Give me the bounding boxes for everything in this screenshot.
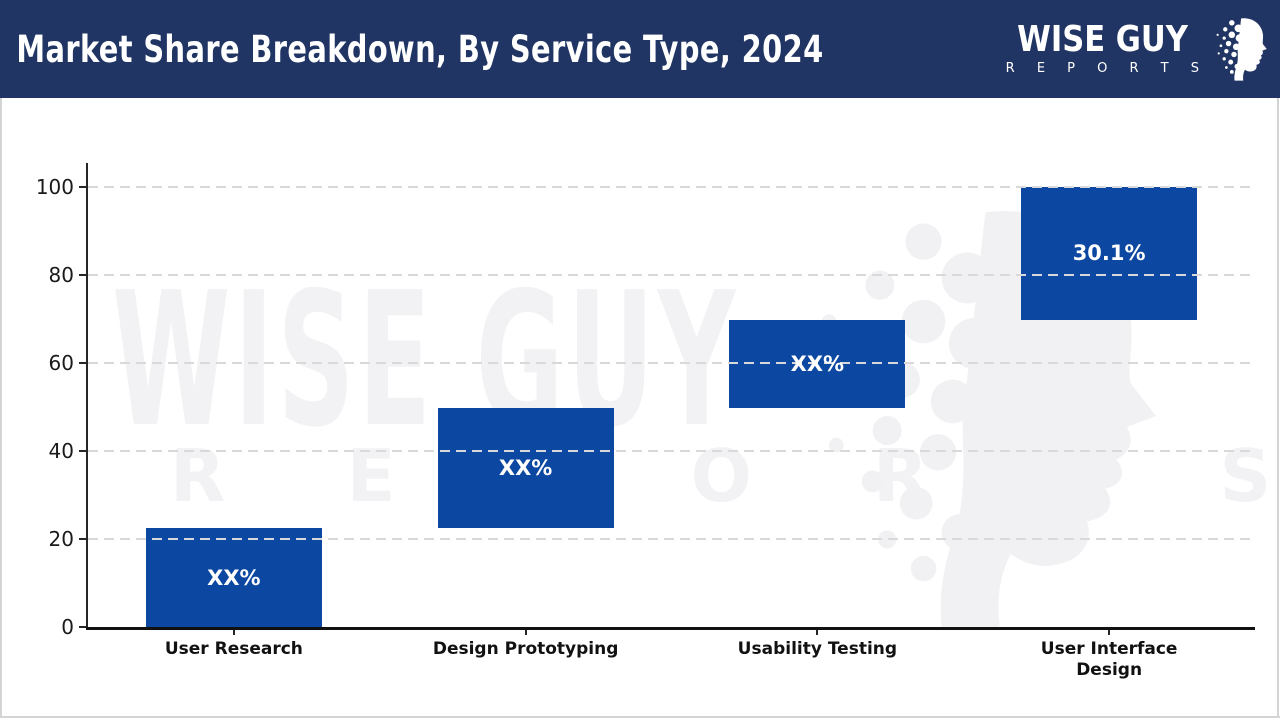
x-axis-spine xyxy=(86,627,1255,630)
bar-user-interface-design xyxy=(1021,187,1198,320)
y-tick-mark-20 xyxy=(79,538,86,541)
x-tick-mark-user-research xyxy=(232,630,235,635)
y-tick-label-20: 20 xyxy=(48,527,74,552)
gridline-40 xyxy=(88,450,1255,453)
logo-name: WISE GUY xyxy=(1016,19,1188,60)
y-tick-label-40: 40 xyxy=(48,439,74,464)
y-tick-label-0: 0 xyxy=(61,615,74,639)
bar-user-research xyxy=(145,528,322,627)
y-axis-spine xyxy=(86,163,88,627)
header-bar: Market Share Breakdown, By Service Type,… xyxy=(0,0,1280,98)
bar-design-prototyping xyxy=(437,407,614,529)
x-axis-category-label-design-prototyping: Design Prototyping xyxy=(432,639,619,659)
x-axis-category-label-user-interface-design: User Interface Design xyxy=(1040,639,1178,680)
x-axis-category-label-user-research: User Research xyxy=(164,639,303,659)
y-tick-label-100: 100 xyxy=(35,175,74,200)
card-border-left xyxy=(0,98,2,718)
y-tick-mark-40 xyxy=(79,450,86,453)
y-tick-mark-60 xyxy=(79,362,86,365)
wise-guy-logo: WISE GUY R E P O R T S xyxy=(997,0,1270,98)
card-border-bottom xyxy=(0,716,1280,718)
x-tick-mark-user-interface-design xyxy=(1108,630,1111,635)
gridline-80 xyxy=(88,274,1255,277)
bar-value-label-user-interface-design: 30.1% xyxy=(1072,241,1146,266)
y-tick-label-80: 80 xyxy=(48,263,74,288)
bar-value-label-design-prototyping: XX% xyxy=(498,455,553,480)
gridline-20 xyxy=(88,538,1255,541)
y-tick-mark-100 xyxy=(79,186,86,189)
gridline-100 xyxy=(88,186,1255,189)
y-tick-mark-80 xyxy=(79,274,86,277)
logo-tagline: R E P O R T S xyxy=(1005,61,1208,76)
y-tick-label-60: 60 xyxy=(48,351,74,376)
logo-text: WISE GUY R E P O R T S xyxy=(997,19,1208,77)
x-tick-mark-usability-testing xyxy=(816,630,819,635)
gridline-60 xyxy=(88,362,1255,365)
x-tick-mark-design-prototyping xyxy=(524,630,527,635)
chart-title: Market Share Breakdown, By Service Type,… xyxy=(16,27,824,71)
bar-value-label-user-research: XX% xyxy=(207,565,261,590)
x-axis-category-label-usability-testing: Usability Testing xyxy=(737,639,898,659)
y-tick-mark-0 xyxy=(79,626,86,628)
watermark-wordmark: WISE GUY xyxy=(112,252,739,468)
card-border-right xyxy=(1277,98,1279,718)
bar-value-label-usability-testing: XX% xyxy=(790,351,845,376)
face-logo-icon xyxy=(1210,8,1270,90)
